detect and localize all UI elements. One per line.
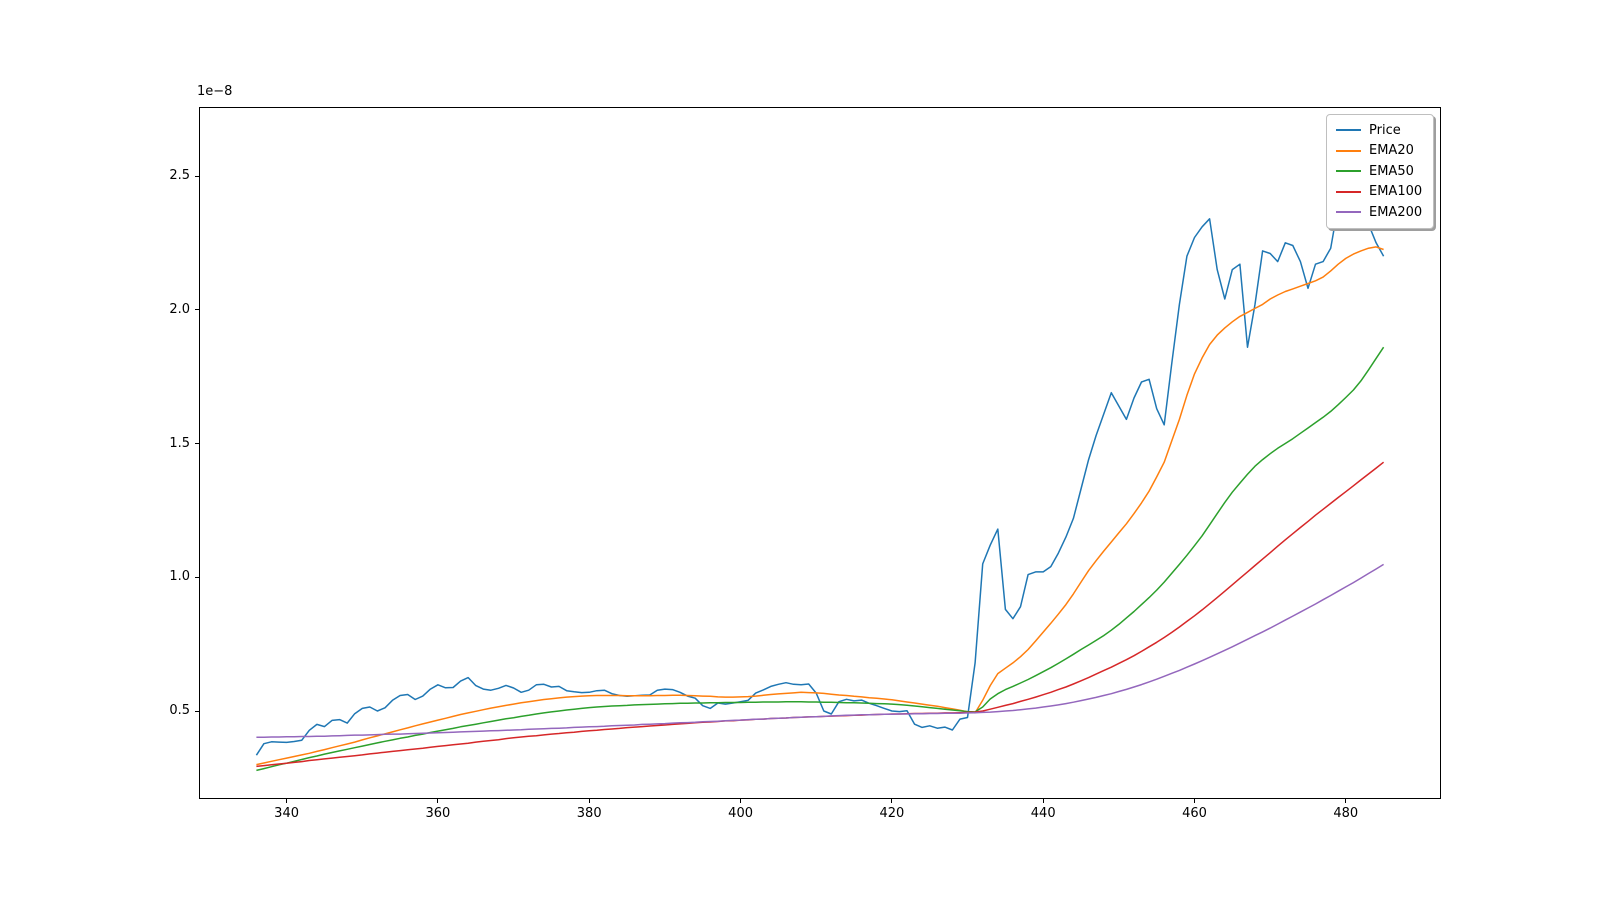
x-tick-label: 460 [1182,806,1207,821]
legend-label: EMA20 [1369,143,1414,159]
y-tick-label: 0.5 [169,703,190,718]
ema100-legend-line-sample [1336,190,1361,193]
legend-item: EMA200 [1336,202,1424,223]
left-spine [199,107,200,799]
y-tick [195,443,199,444]
legend-label: Price [1369,122,1401,138]
y-tick-label: 2.0 [169,301,190,317]
x-tick-label: 440 [1030,806,1056,821]
x-tick [286,799,288,803]
x-tick [437,799,439,803]
ema50-line [256,346,1385,772]
y-tick-label: 1.5 [169,435,190,451]
chart-canvas [255,140,1385,772]
x-tick [1194,799,1195,803]
x-tick [891,799,893,803]
ema20-line [256,246,1384,766]
x-tick-label: 340 [274,806,300,821]
x-tick-label: 400 [728,806,754,821]
x-tick-label: 380 [576,806,602,821]
y-tick [195,175,199,177]
price-legend-line-sample [1336,129,1361,132]
legend-items: Price EMA20 EMA50 EMA100 EMA200 [1336,120,1424,223]
y-tick-label: 1.0 [169,569,190,585]
y-tick [195,309,199,311]
legend: Price EMA20 EMA50 EMA100 EMA200 [1326,114,1434,229]
x-tick [740,799,742,803]
legend-label: EMA50 [1369,163,1414,179]
legend-item: EMA50 [1336,161,1424,182]
y-axis-offset-label: 1e−8 [197,84,233,99]
price-line [255,140,1385,756]
x-tick [588,799,590,803]
x-tick-label: 480 [1333,806,1359,821]
top-spine [199,107,1441,108]
right-spine [1440,107,1441,799]
ema100-line [256,461,1385,768]
ema200-legend-line-sample [1336,211,1361,214]
y-tick-label: 2.5 [169,168,190,183]
ema200-line [256,563,1384,739]
ema50-legend-line-sample [1336,170,1361,173]
legend-item: EMA100 [1336,182,1424,203]
x-tick-label: 360 [425,806,451,821]
bottom-spine [199,798,1441,799]
y-tick [195,710,199,712]
x-tick [1042,799,1044,803]
ema20-legend-line-sample [1336,149,1361,152]
legend-item: Price [1336,120,1424,141]
x-tick-label: 420 [879,806,905,821]
legend-label: EMA200 [1369,204,1423,220]
legend-label: EMA100 [1369,184,1423,200]
x-tick [1345,799,1347,803]
y-tick [195,576,199,578]
legend-item: EMA20 [1336,141,1424,162]
